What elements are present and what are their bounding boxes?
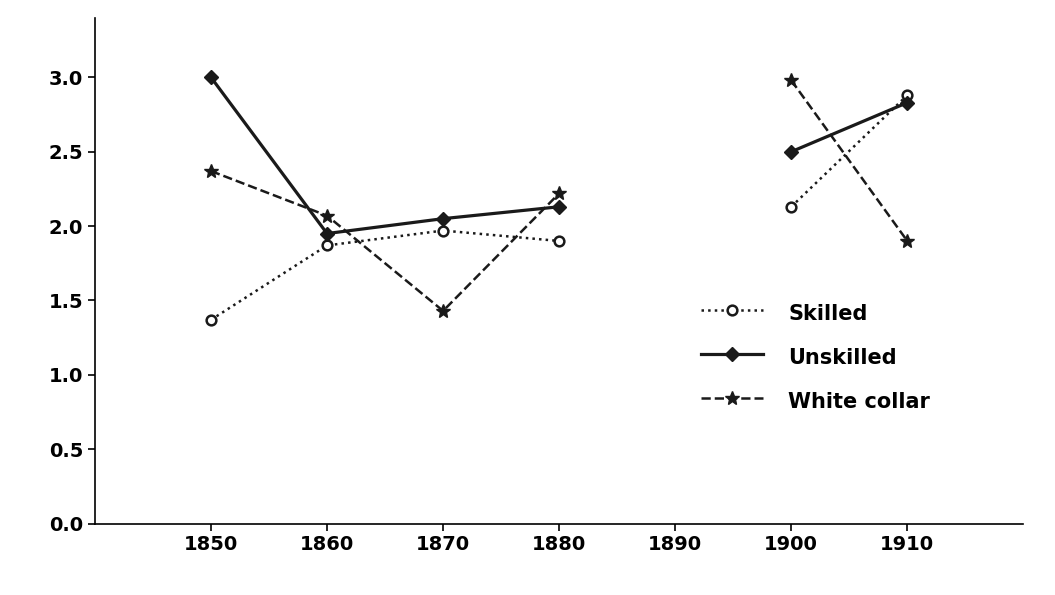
Legend: Skilled, Unskilled, White collar: Skilled, Unskilled, White collar: [693, 292, 939, 422]
